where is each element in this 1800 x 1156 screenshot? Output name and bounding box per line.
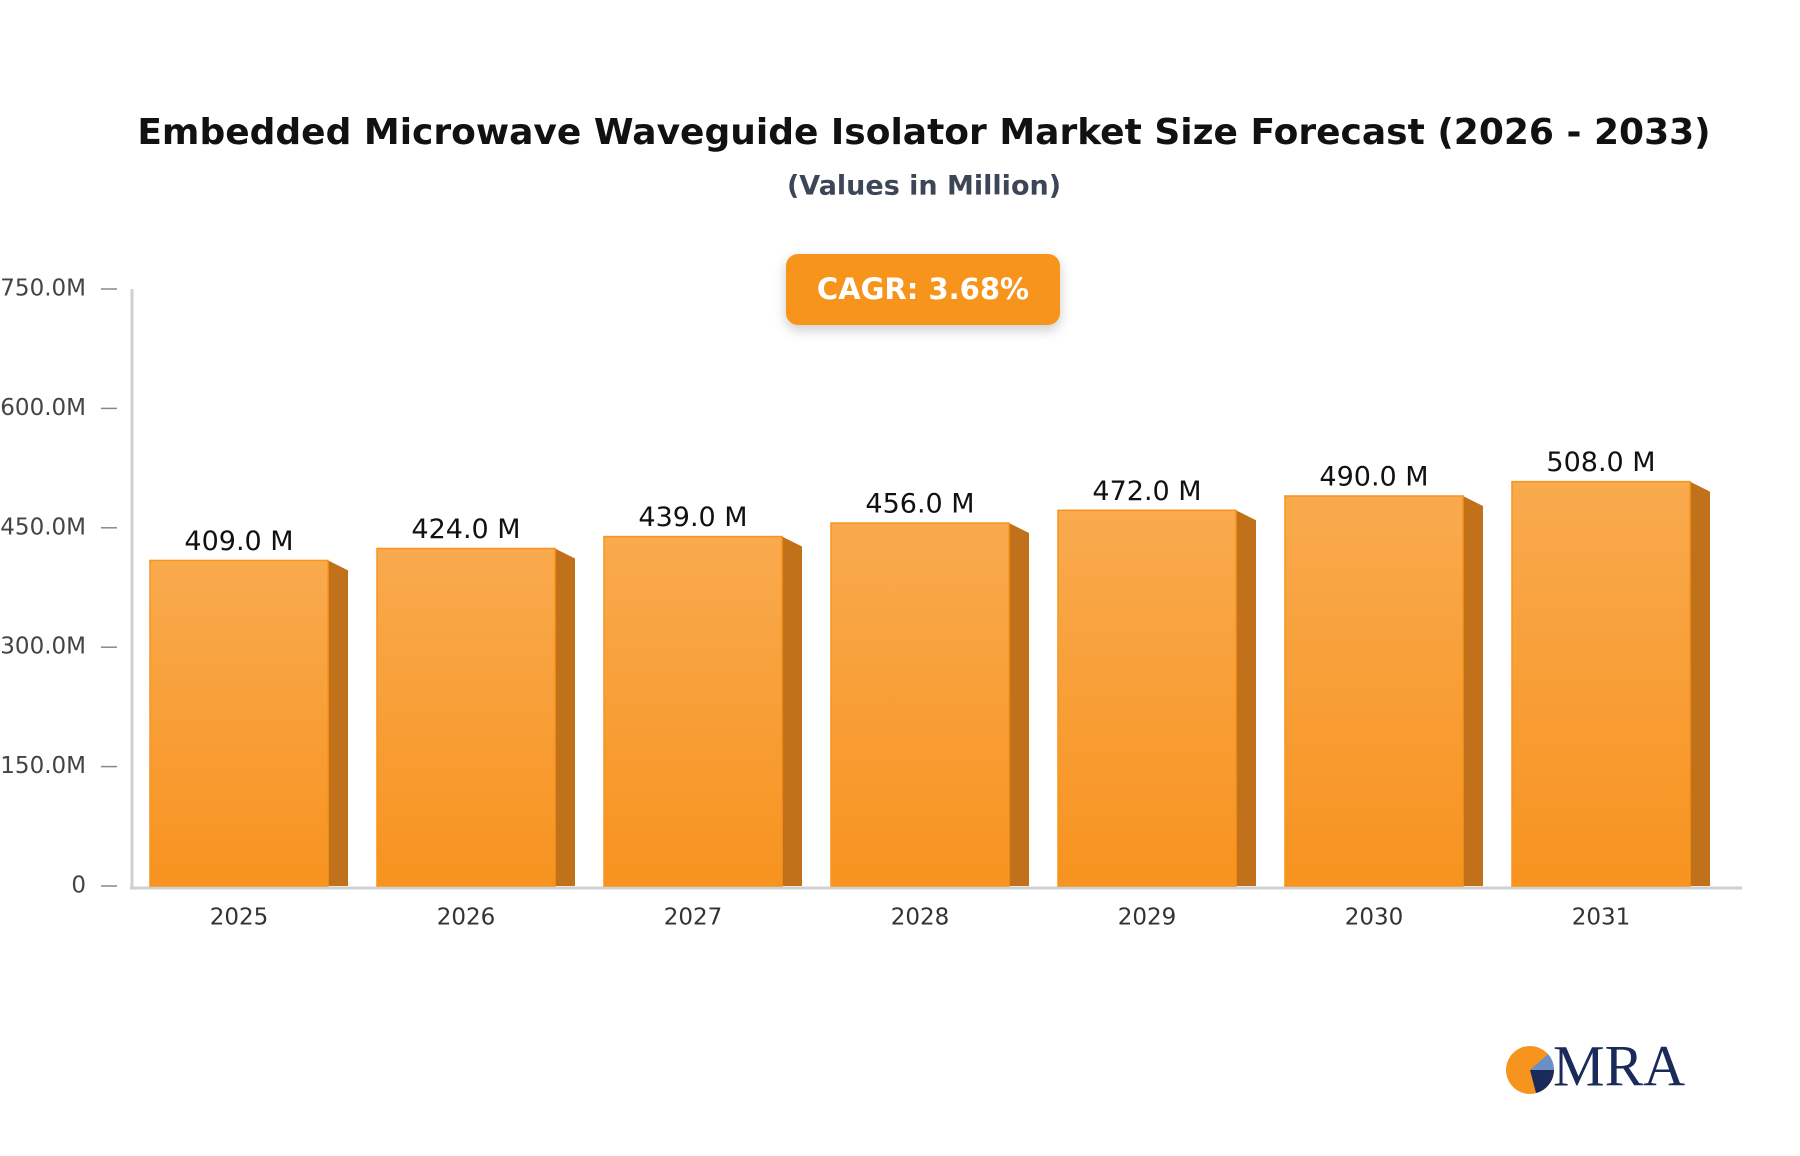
value-label: 456.0 M [865, 489, 974, 520]
bar [376, 547, 556, 887]
x-tick-label: 2025 [210, 905, 269, 931]
value-label: 490.0 M [1319, 461, 1428, 492]
value-label: 472.0 M [1092, 476, 1201, 507]
y-tick-label: 0 [71, 873, 86, 899]
y-tick-label: 150.0M [0, 753, 86, 779]
bar [149, 559, 329, 887]
logo-text: MRA [1553, 1033, 1685, 1098]
logo-wedge [1530, 1054, 1555, 1070]
x-tick-label: 2030 [1345, 905, 1404, 931]
bar-side [782, 536, 802, 886]
bar-side [1690, 481, 1710, 886]
cagr-label: CAGR: 3.68% [817, 272, 1029, 306]
value-label: 508.0 M [1546, 447, 1655, 478]
chart-title: Embedded Microwave Waveguide Isolator Ma… [137, 112, 1710, 153]
x-tick-label: 2029 [1118, 905, 1177, 931]
x-tick-label: 2027 [664, 905, 723, 931]
bar [1057, 509, 1237, 887]
bar [830, 522, 1010, 887]
x-tick-label: 2028 [891, 905, 950, 931]
y-tick-label: 300.0M [0, 634, 86, 660]
bar [603, 535, 783, 887]
bar-side [555, 548, 575, 886]
bar [1284, 495, 1464, 887]
y-tick-label: 450.0M [0, 514, 86, 540]
y-tick-label: 750.0M [0, 276, 86, 302]
bar [1511, 480, 1691, 887]
logo: MRA [1506, 1033, 1685, 1098]
x-tick-label: 2026 [437, 905, 496, 931]
y-tick-label: 600.0M [0, 395, 86, 421]
logo-wedge [1530, 1070, 1554, 1093]
value-label: 439.0 M [638, 502, 747, 533]
x-tick-label: 2031 [1572, 905, 1631, 931]
bar-side [1236, 510, 1256, 886]
bar-side [328, 560, 348, 886]
cagr-badge [786, 254, 1060, 325]
value-label: 409.0 M [184, 526, 293, 557]
value-label: 424.0 M [411, 514, 520, 545]
chart-subtitle: (Values in Million) [787, 171, 1061, 202]
bar-side [1009, 523, 1029, 886]
bar-side [1463, 495, 1483, 886]
